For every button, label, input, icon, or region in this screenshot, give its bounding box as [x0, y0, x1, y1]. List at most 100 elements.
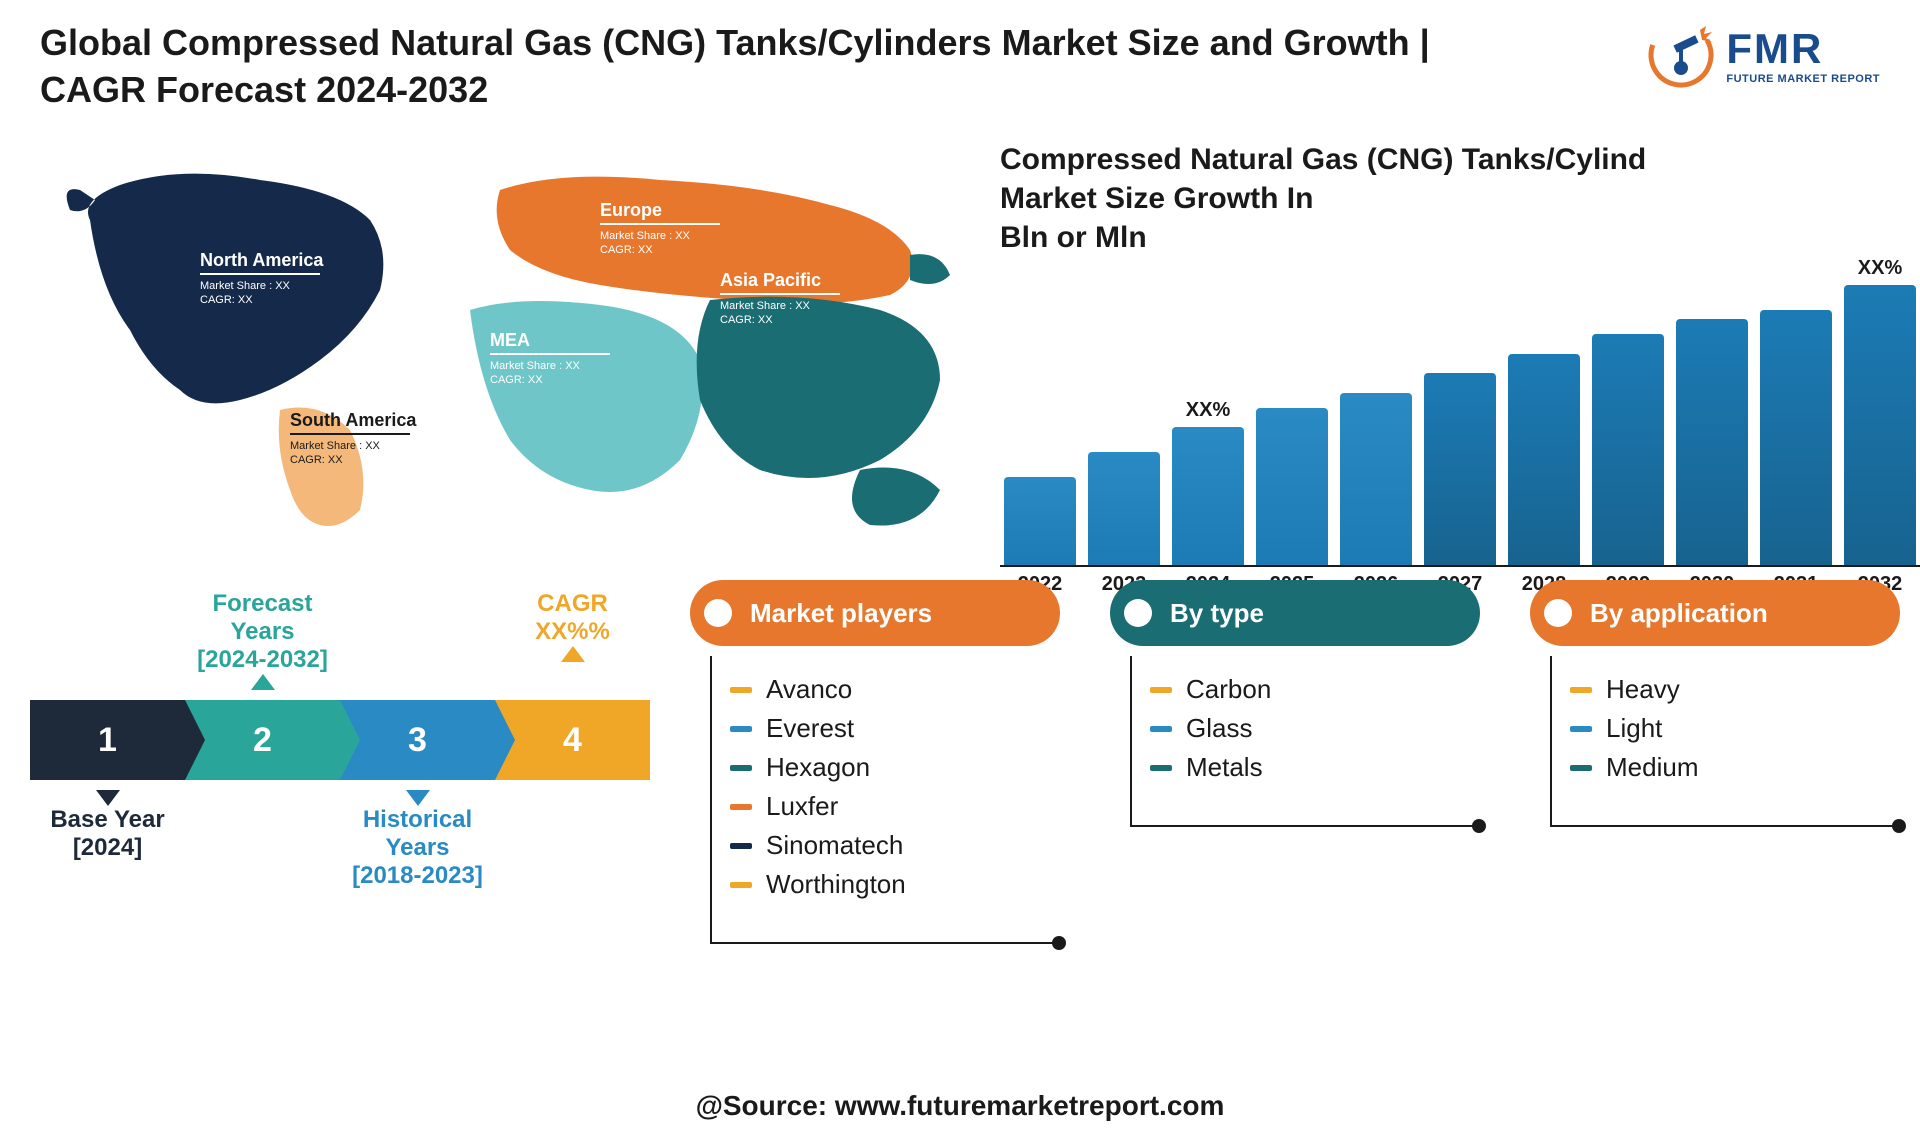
- timeline-top-label: CAGRXX%%: [495, 590, 650, 694]
- pill-item: Worthington: [730, 865, 1040, 904]
- pill-item: Carbon: [1150, 670, 1460, 709]
- source-text: @Source: www.futuremarketreport.com: [0, 1090, 1920, 1122]
- pill-item: Hexagon: [730, 748, 1040, 787]
- logo-text-main: FMR: [1726, 25, 1880, 73]
- end-dot-icon: [1472, 819, 1486, 833]
- region-share: Market Share : XX: [290, 439, 416, 453]
- tick-icon: [730, 687, 752, 693]
- timeline-segment: 4: [495, 700, 650, 780]
- pill-item-label: Hexagon: [766, 752, 870, 783]
- bar-fill: [1088, 452, 1160, 565]
- pill-item-label: Heavy: [1606, 674, 1680, 705]
- triangle-down-icon: [96, 790, 120, 806]
- telescope-icon: [1646, 20, 1716, 90]
- bar: [1592, 334, 1664, 565]
- pill-header: By type: [1110, 580, 1480, 646]
- tl-label: Base Year: [30, 806, 185, 834]
- pill-item: Metals: [1150, 748, 1460, 787]
- chart-title: Compressed Natural Gas (CNG) Tanks/Cylin…: [1000, 140, 1900, 257]
- tl-label: Forecast Years: [185, 590, 340, 646]
- pill-item: Avanco: [730, 670, 1040, 709]
- region-share: Market Share : XX: [200, 279, 323, 293]
- tick-icon: [730, 804, 752, 810]
- tick-icon: [730, 882, 752, 888]
- bar: [1508, 354, 1580, 565]
- triangle-down-icon: [406, 790, 430, 806]
- region-label-europe: EuropeMarket Share : XXCAGR: XX: [600, 200, 720, 258]
- bar-fill: [1004, 477, 1076, 565]
- timeline-bar: 1234: [30, 700, 650, 780]
- category-pills: Market players AvancoEverest Hexagon Luxfer…: [690, 580, 1900, 944]
- pill-item-label: Medium: [1606, 752, 1698, 783]
- bar: XX%: [1172, 427, 1244, 565]
- timeline-bottom-label: Historical Years[2018-2023]: [340, 786, 495, 890]
- bar-fill: [1424, 373, 1496, 565]
- tick-icon: [730, 843, 752, 849]
- region-name: MEA: [490, 330, 610, 351]
- pill-item: Light: [1570, 709, 1880, 748]
- timeline-segment: 1: [30, 700, 185, 780]
- tick-icon: [1150, 687, 1172, 693]
- pill-item: Everest: [730, 709, 1040, 748]
- bar: [1004, 477, 1076, 565]
- world-map: North AmericaMarket Share : XXCAGR: XXSo…: [40, 160, 980, 540]
- region-label-mea: MEAMarket Share : XXCAGR: XX: [490, 330, 610, 388]
- bar-fill: [1256, 408, 1328, 565]
- pill-column: By application Heavy Light Medium: [1530, 580, 1900, 944]
- timeline: Forecast Years[2024-2032] CAGRXX%% 1234 B…: [30, 590, 650, 890]
- timeline-bottom-label: Base Year[2024]: [30, 786, 185, 890]
- pill-item: Heavy: [1570, 670, 1880, 709]
- pill-item-label: Worthington: [766, 869, 906, 900]
- bar-annotation: XX%: [1858, 257, 1902, 280]
- pill-title: By application: [1590, 598, 1768, 629]
- bar: XX%: [1844, 285, 1916, 565]
- tl-label: CAGR: [495, 590, 650, 618]
- pill-item-label: Light: [1606, 713, 1662, 744]
- pill-item-label: Metals: [1186, 752, 1263, 783]
- region-cagr: CAGR: XX: [720, 313, 840, 327]
- tl-sublabel: [2024]: [30, 834, 185, 862]
- bar: [1088, 452, 1160, 565]
- timeline-top-label: Forecast Years[2024-2032]: [185, 590, 340, 694]
- pill-header: Market players: [690, 580, 1060, 646]
- page-title: Global Compressed Natural Gas (CNG) Tank…: [40, 20, 1440, 114]
- timeline-segment: 3: [340, 700, 495, 780]
- bar: [1256, 408, 1328, 565]
- bar-fill: XX%: [1172, 427, 1244, 565]
- tl-label: Historical Years: [340, 806, 495, 862]
- tick-icon: [730, 765, 752, 771]
- region-cagr: CAGR: XX: [290, 453, 416, 467]
- end-dot-icon: [1052, 936, 1066, 950]
- pill-column: Market players AvancoEverest Hexagon Luxfer…: [690, 580, 1060, 944]
- pill-column: By type Carbon Glass Metals: [1110, 580, 1480, 944]
- bar-fill: [1760, 310, 1832, 565]
- tick-icon: [1150, 726, 1172, 732]
- region-name: North America: [200, 250, 323, 271]
- pill-title: By type: [1170, 598, 1264, 629]
- region-label-north_america: North America Market Share : XXCAGR: XX: [200, 250, 323, 308]
- tick-icon: [1570, 765, 1592, 771]
- pill-item-label: Carbon: [1186, 674, 1271, 705]
- tl-sublabel: XX%%: [495, 618, 650, 646]
- header: Global Compressed Natural Gas (CNG) Tank…: [40, 20, 1880, 114]
- region-cagr: CAGR: XX: [200, 293, 323, 307]
- triangle-up-icon: [561, 646, 585, 662]
- pill-title: Market players: [750, 598, 932, 629]
- dot-icon: [1544, 599, 1572, 627]
- region-name: South America: [290, 410, 416, 431]
- dot-icon: [1124, 599, 1152, 627]
- pill-item-label: Glass: [1186, 713, 1252, 744]
- bar-fill: [1676, 319, 1748, 565]
- pill-item: Luxfer: [730, 787, 1040, 826]
- region-label-south_america: South America Market Share : XXCAGR: XX: [290, 410, 416, 468]
- region-cagr: CAGR: XX: [600, 243, 720, 257]
- pill-body: AvancoEverestHexagonLuxferSinomatechWort…: [690, 656, 1060, 944]
- pill-item: Glass: [1150, 709, 1460, 748]
- region-share: Market Share : XX: [600, 229, 720, 243]
- bar: [1676, 319, 1748, 565]
- region-share: Market Share : XX: [490, 359, 610, 373]
- bar-fill: XX%: [1844, 285, 1916, 565]
- pill-body: Carbon Glass Metals: [1110, 656, 1480, 827]
- pill-item-label: Luxfer: [766, 791, 838, 822]
- chart-bars: XX% XX%: [1000, 267, 1920, 567]
